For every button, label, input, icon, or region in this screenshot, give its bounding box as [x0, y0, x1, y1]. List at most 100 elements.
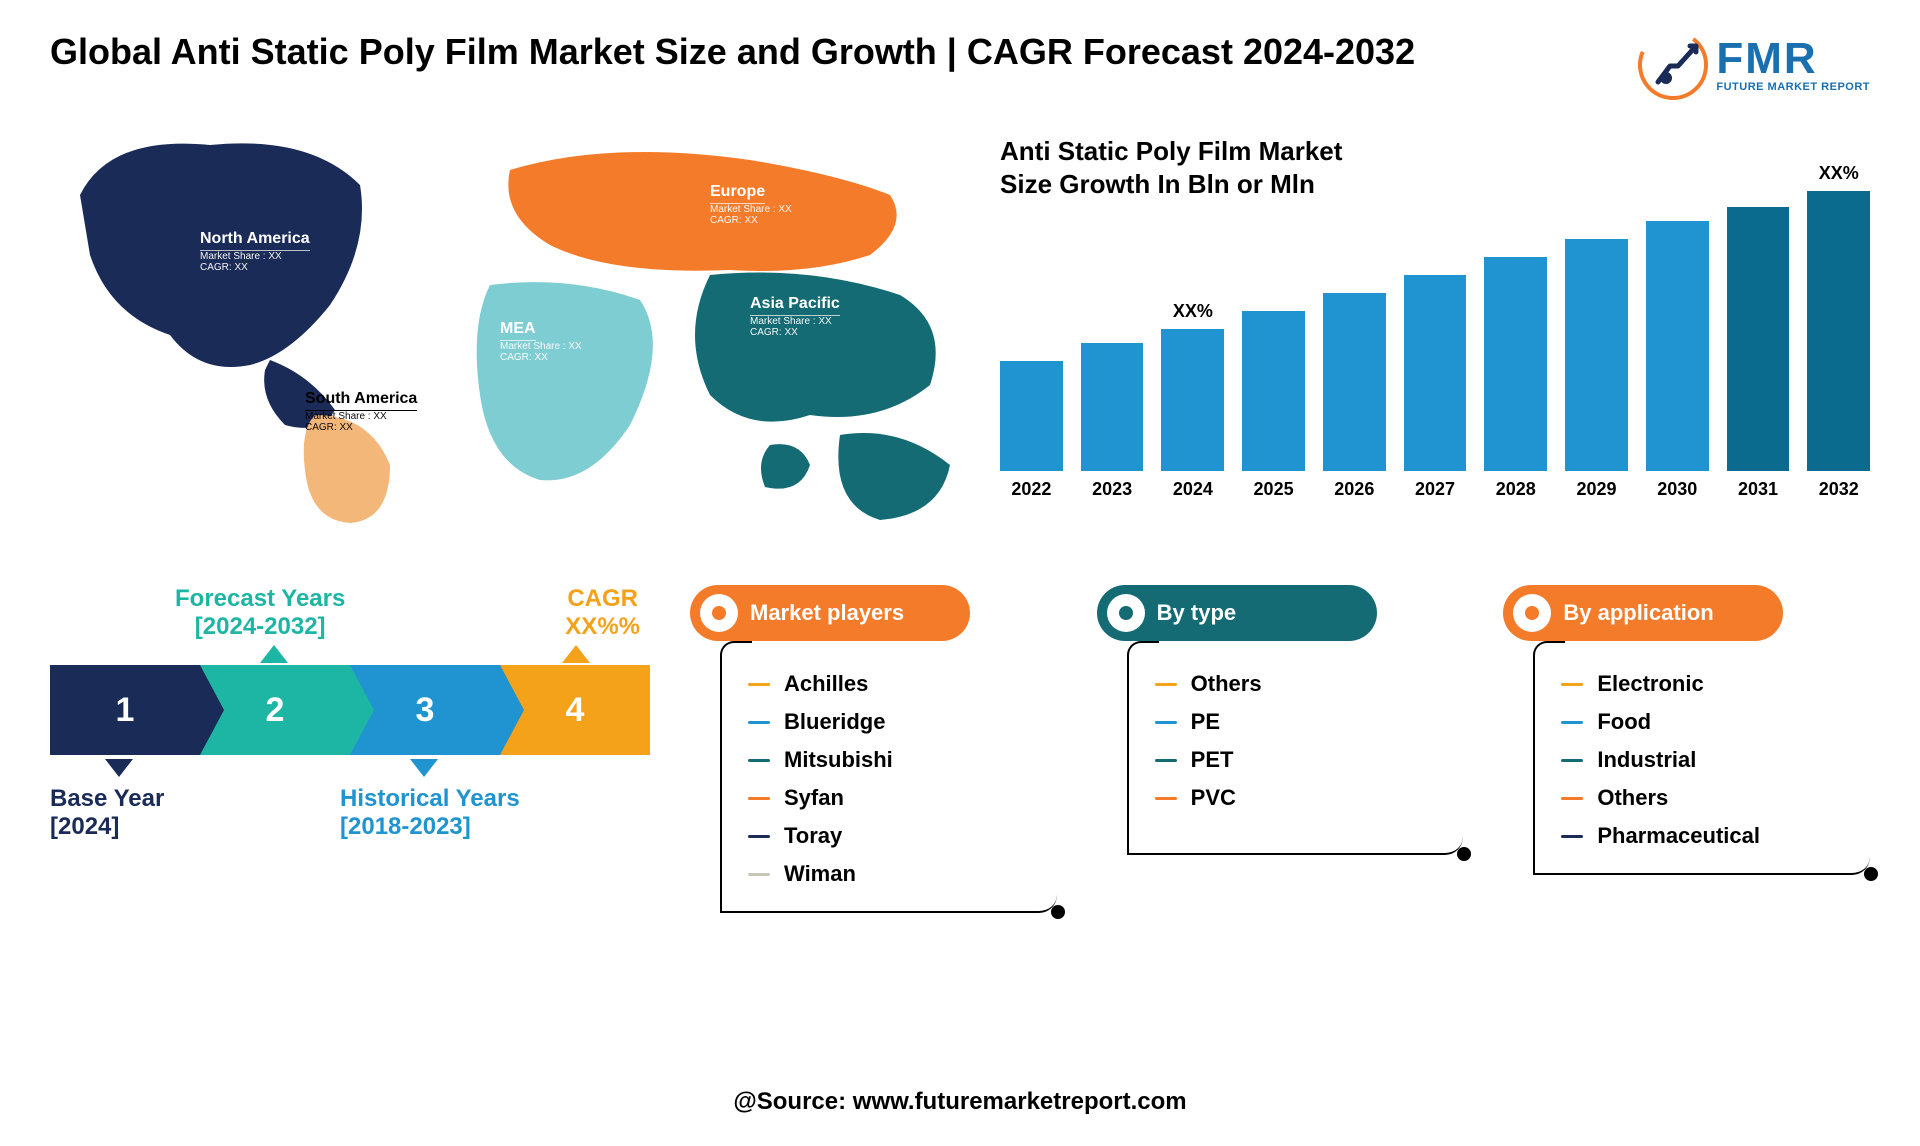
bar-year-label: 2028 [1496, 479, 1536, 500]
region-na-cagr: CAGR: XX [200, 262, 310, 273]
tl-forecast-title: Forecast Years [175, 585, 345, 613]
bar-year-label: 2025 [1254, 479, 1294, 500]
region-ap-name: Asia Pacific [750, 295, 840, 316]
bar-year-label: 2022 [1011, 479, 1051, 500]
region-eu-cagr: CAGR: XX [710, 215, 792, 226]
tl-cagr-value: XX%% [565, 613, 640, 641]
bar-year-label: 2026 [1334, 479, 1374, 500]
by-application-panel: By application Electronic Food Industrial O… [1503, 585, 1870, 875]
cat-header-application: By application [1563, 600, 1713, 626]
bar-2023 [1081, 343, 1144, 471]
tl-forecast-range: [2024-2032] [175, 613, 345, 641]
page-title: Global Anti Static Poly Film Market Size… [50, 30, 1415, 73]
list-item-label: Wiman [784, 861, 856, 887]
logo-icon [1638, 30, 1708, 100]
list-item: Toray [748, 817, 1037, 855]
tick-icon [748, 873, 770, 876]
bar-year-label: 2029 [1576, 479, 1616, 500]
bar-2024: XX% [1161, 329, 1224, 471]
growth-bar-chart: Anti Static Poly Film Market Size Growth… [1000, 125, 1870, 525]
bar-annotation: XX% [1173, 301, 1213, 322]
list-item: Pharmaceutical [1561, 817, 1850, 855]
list-item: Mitsubishi [748, 741, 1037, 779]
bar-year-label: 2024 [1173, 479, 1213, 500]
arrow-up-icon [562, 645, 590, 663]
list-item-label: Pharmaceutical [1597, 823, 1760, 849]
bar-2028 [1484, 257, 1547, 471]
list-item: Electronic [1561, 665, 1850, 703]
list-item: PVC [1155, 779, 1444, 817]
logo: FMR FUTURE MARKET REPORT [1638, 30, 1870, 100]
tl-hist-title: Historical Years [340, 785, 520, 813]
list-item: Achilles [748, 665, 1037, 703]
tick-icon [1561, 683, 1583, 686]
tl-hist-range: [2018-2023] [340, 813, 520, 841]
tick-icon [748, 797, 770, 800]
region-sa-name: South America [305, 390, 417, 411]
tick-icon [748, 835, 770, 838]
timeline-segment-1: 1 [50, 665, 200, 755]
tick-icon [1155, 759, 1177, 762]
region-na-share: Market Share : XX [200, 251, 310, 262]
list-item-label: PET [1191, 747, 1234, 773]
region-mea-name: MEA [500, 320, 536, 341]
region-ap-share: Market Share : XX [750, 316, 840, 327]
list-item-label: Electronic [1597, 671, 1703, 697]
bar-2032: XX% [1807, 191, 1870, 471]
arrow-down-icon [105, 759, 133, 777]
bar-year-label: 2027 [1415, 479, 1455, 500]
list-item: Blueridge [748, 703, 1037, 741]
tl-cagr-title: CAGR [565, 585, 640, 613]
list-item-label: Achilles [784, 671, 868, 697]
tick-icon [1561, 835, 1583, 838]
list-item-label: Others [1191, 671, 1262, 697]
bar-year-label: 2031 [1738, 479, 1778, 500]
list-item-label: Others [1597, 785, 1668, 811]
source-text: @Source: www.futuremarketreport.com [733, 1088, 1186, 1116]
logo-text-main: FMR [1716, 37, 1870, 81]
list-item: Industrial [1561, 741, 1850, 779]
list-item-label: Food [1597, 709, 1651, 735]
logo-text-sub: FUTURE MARKET REPORT [1716, 81, 1870, 93]
by-type-panel: By type OthersPEPETPVC [1097, 585, 1464, 855]
market-players-panel: Market players Achilles Blueridge Mitsubis… [690, 585, 1057, 913]
bar-2022 [1000, 361, 1063, 471]
tick-icon [1561, 759, 1583, 762]
bar-year-label: 2032 [1819, 479, 1859, 500]
tick-icon [1155, 797, 1177, 800]
bar-year-label: 2030 [1657, 479, 1697, 500]
list-item: PET [1155, 741, 1444, 779]
region-eu-name: Europe [710, 183, 765, 204]
tl-base-title: Base Year [50, 785, 164, 813]
list-item-label: PE [1191, 709, 1220, 735]
tick-icon [748, 721, 770, 724]
region-mea-cagr: CAGR: XX [500, 352, 582, 363]
list-item-label: Syfan [784, 785, 844, 811]
region-mea-share: Market Share : XX [500, 341, 582, 352]
list-item-label: Blueridge [784, 709, 885, 735]
bar-2026 [1323, 293, 1386, 471]
bar-annotation: XX% [1819, 163, 1859, 184]
bar-2027 [1404, 275, 1467, 471]
bar-2030 [1646, 221, 1709, 471]
arrow-up-icon [260, 645, 288, 663]
bar-2031 [1727, 207, 1790, 471]
bar-year-label: 2023 [1092, 479, 1132, 500]
list-item-label: Toray [784, 823, 842, 849]
bar-2029 [1565, 239, 1628, 471]
region-ap-cagr: CAGR: XX [750, 327, 840, 338]
list-item-label: Mitsubishi [784, 747, 893, 773]
list-item: Others [1561, 779, 1850, 817]
list-item-label: Industrial [1597, 747, 1696, 773]
tl-base-range: [2024] [50, 813, 164, 841]
list-item: PE [1155, 703, 1444, 741]
region-sa-share: Market Share : XX [305, 411, 417, 422]
tick-icon [748, 759, 770, 762]
tick-icon [1155, 683, 1177, 686]
tick-icon [1561, 797, 1583, 800]
list-item: Food [1561, 703, 1850, 741]
list-item: Syfan [748, 779, 1037, 817]
tick-icon [1155, 721, 1177, 724]
list-item: Wiman [748, 855, 1037, 893]
cat-header-players: Market players [750, 600, 904, 626]
